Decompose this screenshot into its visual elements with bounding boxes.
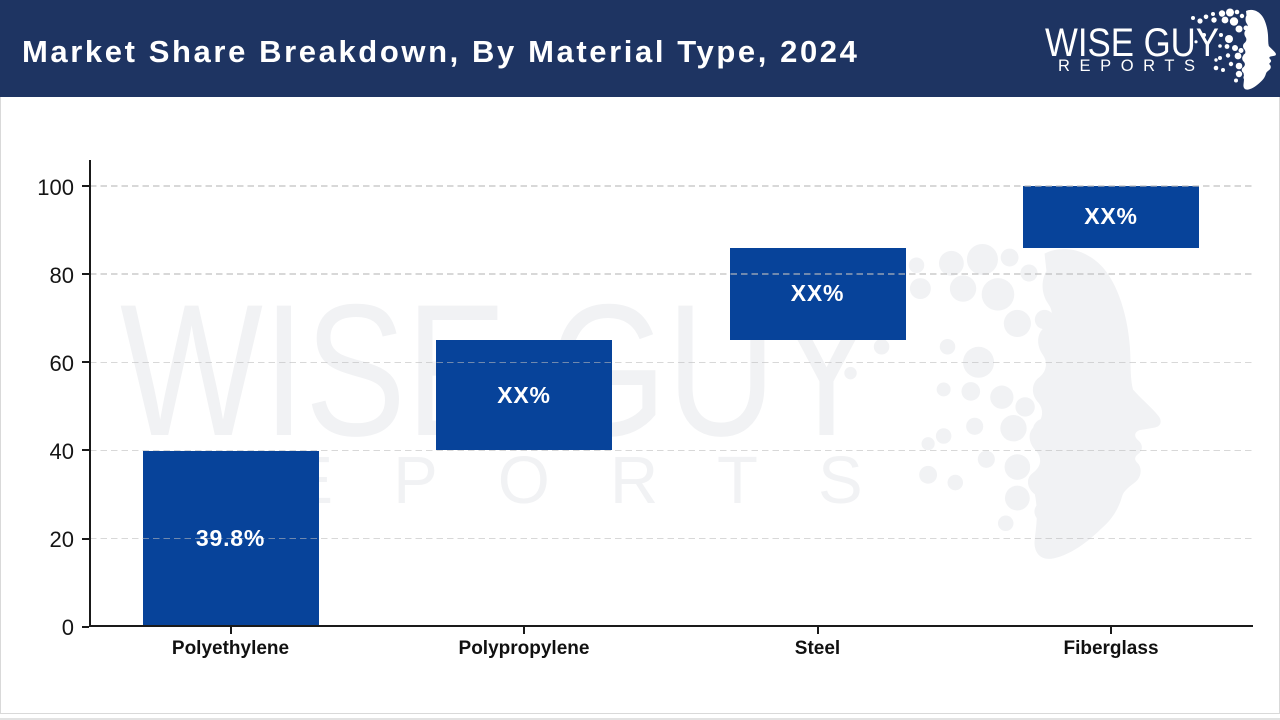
svg-text:REPORTS: REPORTS (1058, 57, 1207, 75)
svg-text:WISE GUY: WISE GUY (1045, 21, 1219, 65)
